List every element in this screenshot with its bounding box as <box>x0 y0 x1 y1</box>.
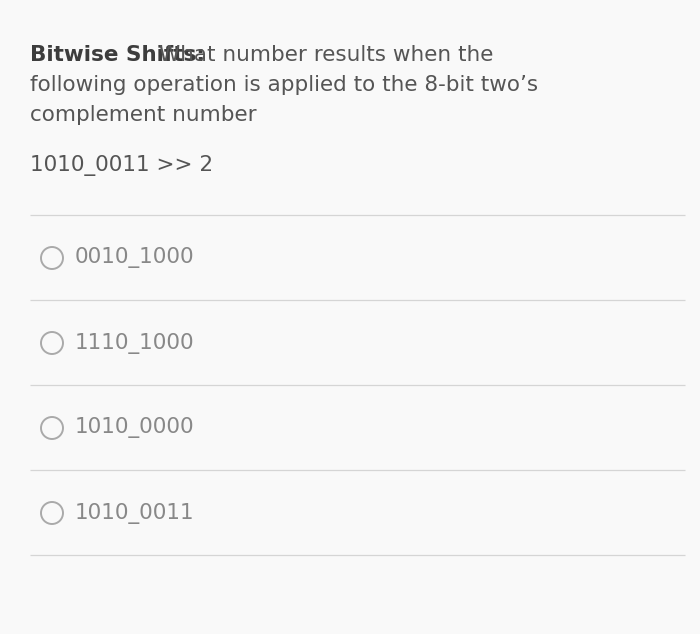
Text: 1010_0011 >> 2: 1010_0011 >> 2 <box>30 155 213 176</box>
Text: 0010_1000: 0010_1000 <box>75 247 195 269</box>
Text: 1010_0000: 1010_0000 <box>75 418 195 439</box>
Text: Bitwise Shifts:: Bitwise Shifts: <box>30 45 205 65</box>
Text: What number results when the: What number results when the <box>152 45 494 65</box>
Text: complement number: complement number <box>30 105 257 125</box>
Text: 1010_0011: 1010_0011 <box>75 503 195 524</box>
Text: following operation is applied to the 8-bit two’s: following operation is applied to the 8-… <box>30 75 538 95</box>
Text: 1110_1000: 1110_1000 <box>75 332 195 354</box>
